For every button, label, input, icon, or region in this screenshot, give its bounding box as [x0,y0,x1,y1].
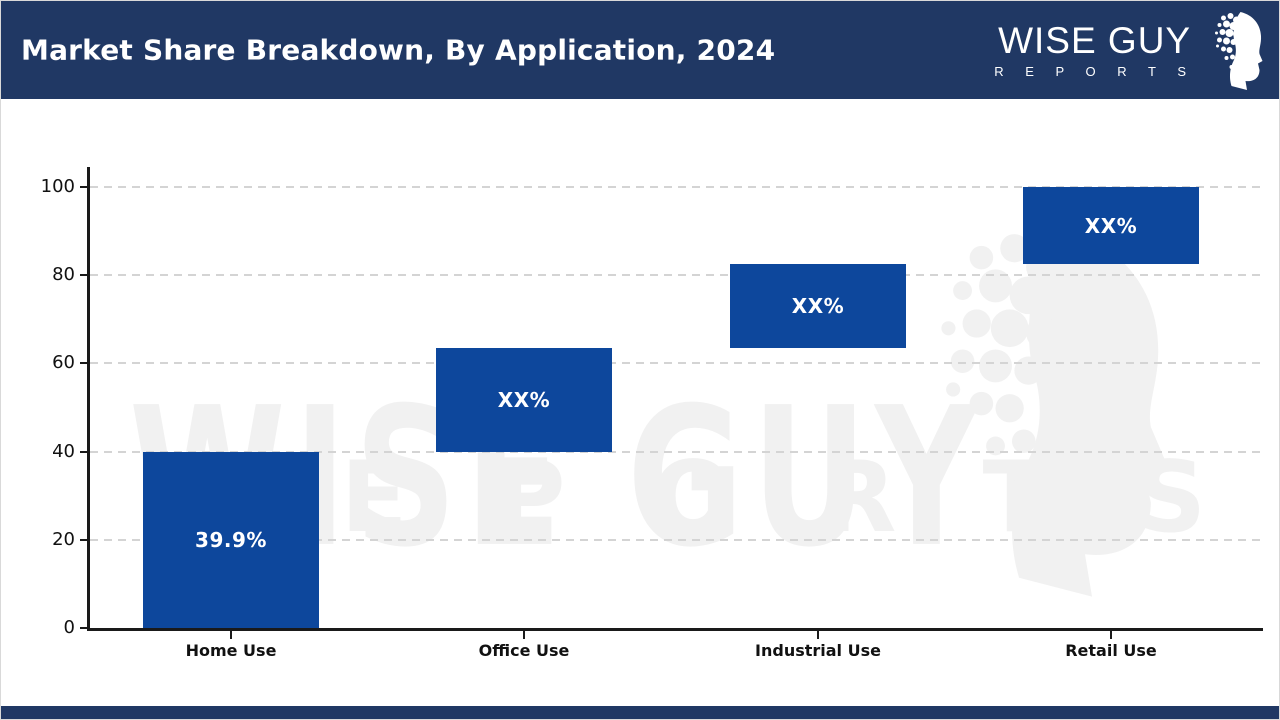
y-tick-label: 40 [52,440,75,462]
gridline-y80 [90,274,1261,277]
y-tick-label: 80 [52,264,75,286]
x-tick-label-home-use: Home Use [185,641,277,660]
wiseguy-logo: WISE GUY R E P O R T S [994,9,1263,91]
bar-industrial-use: XX% [730,264,906,348]
y-tick [80,627,89,629]
chart-title: Market Share Breakdown, By Application, … [21,33,776,67]
gridline-y40 [90,450,1261,453]
y-tick [80,274,89,277]
x-tick [230,630,232,639]
logo-word: WISE GUY [998,20,1192,61]
y-tick-label: 100 [40,176,75,197]
bar-retail-use: XX% [1023,187,1199,265]
bar-home-use: 39.9% [143,452,319,628]
y-tick [80,186,89,188]
x-tick-label-office-use: Office Use [478,641,570,660]
x-tick [1110,630,1112,639]
y-tick-label: 60 [52,352,75,374]
y-tick [80,450,89,453]
bar-value-label: XX% [791,294,845,319]
y-axis [87,167,90,630]
y-tick-label: 20 [52,528,75,550]
y-tick [80,362,89,365]
y-tick-label: 0 [63,617,75,638]
x-axis [87,628,1263,631]
gridline-y60 [90,362,1261,365]
gridline-y20 [90,538,1261,541]
header-bar: Market Share Breakdown, By Application, … [1,1,1279,99]
logo-wordmark: WISE GUY R E P O R T S [994,20,1195,79]
gridline-y100 [90,186,1261,188]
bar-value-label: 39.9% [195,528,267,552]
x-tick-label-industrial-use: Industrial Use [755,641,881,660]
logo-reports-label: R E P O R T S [994,63,1195,79]
bar-value-label: XX% [497,387,551,412]
bar-value-label: XX% [1084,213,1138,238]
x-tick-label-retail-use: Retail Use [1065,641,1157,660]
x-tick [817,630,819,639]
y-tick [80,538,89,541]
footer-bar [1,706,1279,719]
bar-office-use: XX% [436,347,612,452]
x-tick [523,630,525,639]
